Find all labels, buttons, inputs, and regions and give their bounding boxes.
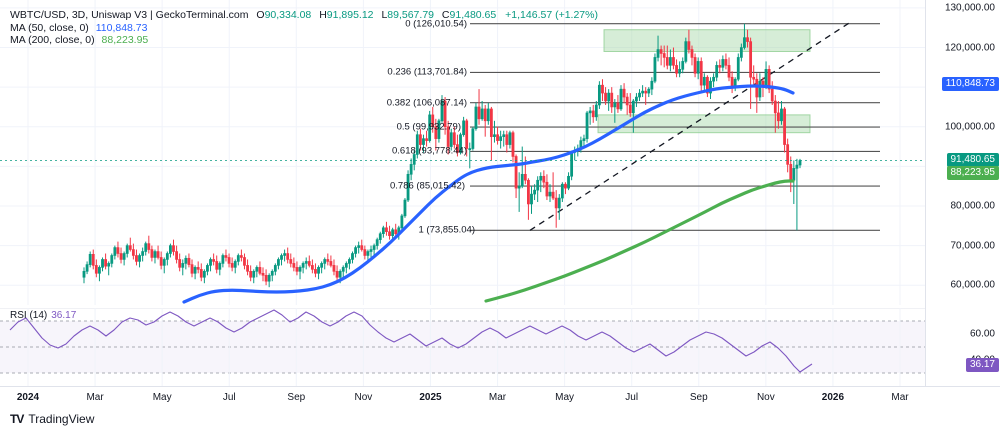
price-tick-label: 60,000.00 [950, 279, 996, 291]
time-tick-label: Nov [756, 392, 775, 403]
price-tick-label: 80,000.00 [950, 200, 996, 212]
time-tick-label: Mar [488, 392, 507, 403]
time-tick-label: Jul [625, 392, 639, 403]
ma200-value: 88,223.95 [101, 34, 149, 46]
time-tick-label: 2026 [821, 392, 845, 403]
high-label: H [319, 9, 327, 21]
change-value: +1,146.57 (+1.27%) [505, 9, 598, 21]
symbol-ohlc-row: WBTC/USD, 3D, Uniswap V3 | GeckoTerminal… [10, 9, 598, 22]
price-pane[interactable] [0, 0, 925, 305]
ma200-legend-row[interactable]: MA (200, close, 0) 88,223.95 [10, 34, 598, 47]
time-tick-label: Mar [86, 392, 104, 403]
fib-level-0-382: 0.382 (106,087.14) [386, 97, 467, 109]
close-label: C [441, 9, 450, 21]
rsi-tick-label: 60.00 [969, 328, 995, 340]
rsi-value-badge[interactable]: 36.17 [965, 357, 999, 372]
rsi-pane[interactable] [0, 308, 925, 386]
ma50-label: MA (50, close, 0) [10, 21, 89, 34]
chart-legend: WBTC/USD, 3D, Uniswap V3 | GeckoTerminal… [10, 9, 598, 47]
low-label: L [381, 9, 388, 21]
rsi-label: RSI (14) [10, 310, 48, 321]
fib-level-0-786: 0.786 (85,015.42) [389, 180, 465, 192]
time-tick-label: Sep [287, 392, 306, 403]
time-tick-label: 2025 [419, 392, 442, 403]
symbol-title[interactable]: WBTC/USD, 3D, Uniswap V3 | GeckoTerminal… [10, 9, 249, 21]
tv-logo-text: TradingView [28, 412, 95, 426]
high-value: 91,895.12 [326, 9, 374, 21]
price-badge-ma-50[interactable]: 110,848.73 [941, 76, 999, 91]
ma200-label: MA (200, close, 0) [10, 34, 95, 46]
price-badge-ma-200[interactable]: 88,223.95 [946, 166, 999, 181]
time-tick-label: Sep [689, 392, 708, 403]
price-plot[interactable] [0, 0, 925, 305]
time-tick-label: 2024 [16, 392, 40, 403]
price-tick-label: 70,000.00 [950, 240, 996, 252]
rsi-plot[interactable] [0, 308, 925, 386]
time-axis[interactable]: 2024 Mar May Jul Sep Nov 2025 Mar May Jul Sep Nov 20… [0, 386, 1000, 409]
price-tick-label: 120,000.00 [944, 42, 995, 54]
price-tick-label: 130,000.00 [944, 2, 995, 14]
fib-level-0-236: 0.236 (113,701.84) [387, 66, 467, 78]
close-value: 91,480.65 [449, 9, 497, 21]
open-value: 90,334.08 [264, 9, 312, 21]
time-tick-label: Mar [891, 392, 909, 403]
price-badge-last-price[interactable]: 91,480.65 [946, 153, 999, 168]
rsi-legend[interactable]: RSI (14) 36.17 [10, 310, 76, 321]
open-label: O [256, 9, 265, 21]
fib-level-1: 1 (73,855.04) [418, 224, 475, 236]
time-tick-label: Nov [354, 392, 373, 403]
time-tick-label: Jul [222, 392, 236, 403]
fib-level-0-618: 0.618 (93,778.44) [391, 145, 467, 157]
price-tick-label: 100,000.00 [944, 121, 995, 133]
low-value: 89,567.79 [387, 9, 434, 21]
tradingview-logo[interactable]: TV TradingView [10, 412, 94, 426]
time-tick-label: May [555, 392, 575, 403]
time-tick-label: May [152, 392, 172, 403]
rsi-value: 36.17 [51, 310, 77, 321]
price-axis[interactable]: 130,000.00120,000.00110,000.00100,000.00… [925, 0, 1000, 386]
fib-level-0: 0 (126,010.54) [405, 18, 467, 30]
fib-level-0-5: 0.5 (99,932.79) [396, 121, 461, 133]
ma50-legend-row[interactable]: MA (50, close, 0) 110,848.73 [10, 22, 598, 35]
ma50-value: 110,848.73 [95, 21, 148, 34]
tv-logo-mark: TV [10, 412, 24, 426]
